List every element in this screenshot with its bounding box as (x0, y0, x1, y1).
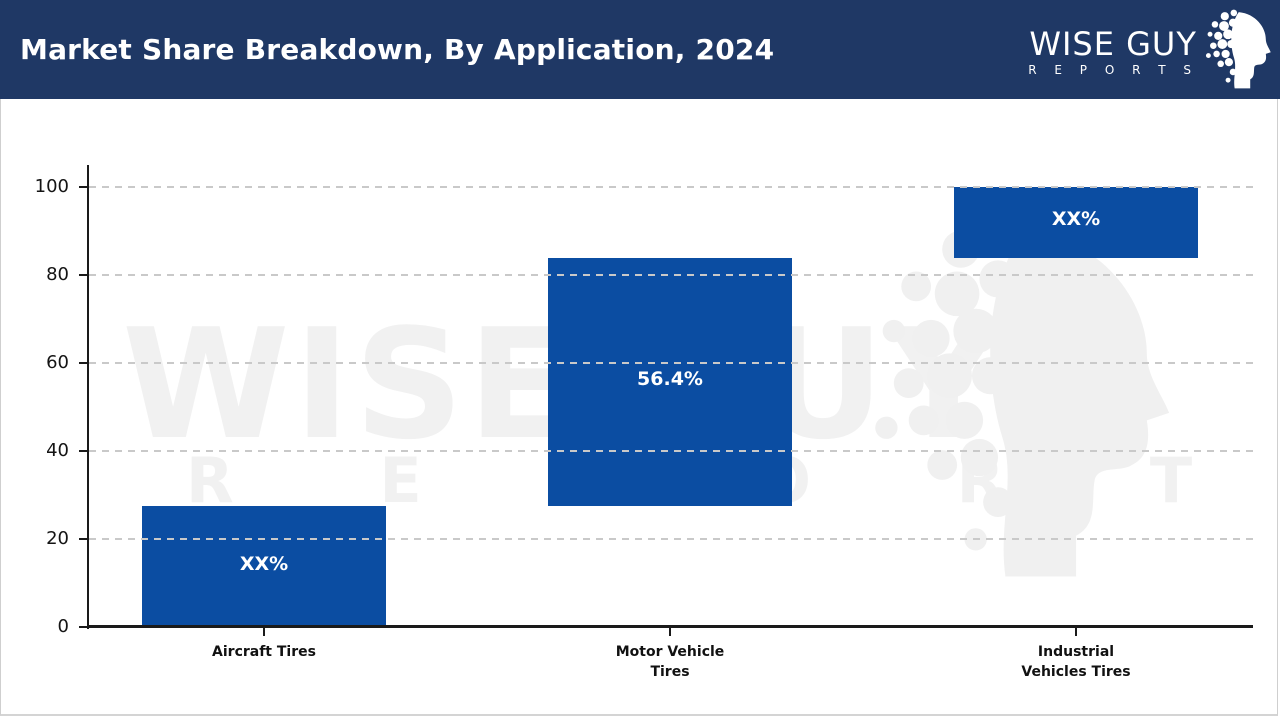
x-category-label: Aircraft Tires (114, 642, 414, 662)
x-category-label-line: Vehicles Tires (1021, 664, 1131, 680)
x-category-label-line: Aircraft Tires (212, 644, 316, 660)
x-axis-line (87, 625, 1253, 628)
logo-wordmark: WISE GUY (1029, 25, 1197, 63)
y-tick-mark (79, 538, 87, 540)
gridline (89, 362, 1253, 364)
x-tick-mark (669, 627, 671, 636)
y-tick-label: 40 (46, 440, 69, 461)
x-category-label: Motor Vehicle Tires (520, 642, 820, 682)
gridline (89, 186, 1253, 188)
y-tick-mark (79, 362, 87, 364)
y-tick-mark (79, 626, 87, 628)
bar-value-label: XX% (239, 552, 289, 575)
y-tick-label: 0 (57, 616, 69, 637)
x-category-label-line: Motor Vehicle (615, 644, 725, 660)
y-tick-label: 100 (34, 176, 69, 197)
logo-face-icon (1205, 9, 1271, 89)
bar-value-label: 56.4% (637, 367, 703, 390)
x-category-label-line: Tires (650, 664, 690, 680)
wise-guy-logo: WISE GUY R E P O R T S (1028, 4, 1274, 94)
x-tick-mark (1075, 627, 1077, 636)
bar-2 (548, 257, 792, 506)
gridline (89, 450, 1253, 452)
bar-3 (954, 187, 1198, 258)
y-tick-mark (79, 274, 87, 276)
page-title: Market Share Breakdown, By Application, … (20, 33, 775, 66)
y-tick-label: 80 (46, 264, 69, 285)
y-tick-label: 20 (46, 528, 69, 549)
x-category-label-line: Industrial (1037, 644, 1115, 660)
x-category-label: Industrial Vehicles Tires (926, 642, 1226, 682)
y-axis-line (87, 165, 89, 629)
x-tick-mark (263, 627, 265, 636)
y-tick-mark (79, 450, 87, 452)
y-tick-label: 60 (46, 352, 69, 373)
gridline (89, 538, 1253, 540)
gridline (89, 274, 1253, 276)
bar-value-label: XX% (1051, 208, 1101, 231)
logo-text: WISE GUY R E P O R T S (1028, 27, 1198, 77)
logo-subtext: R E P O R T S (1028, 63, 1198, 77)
bar-1 (142, 506, 386, 627)
y-tick-mark (79, 186, 87, 188)
header: Market Share Breakdown, By Application, … (0, 0, 1280, 99)
plot-area: 0 20 40 60 80 100 XX% 56.4% XX% Aircraft Tires Mot… (35, 165, 1253, 680)
